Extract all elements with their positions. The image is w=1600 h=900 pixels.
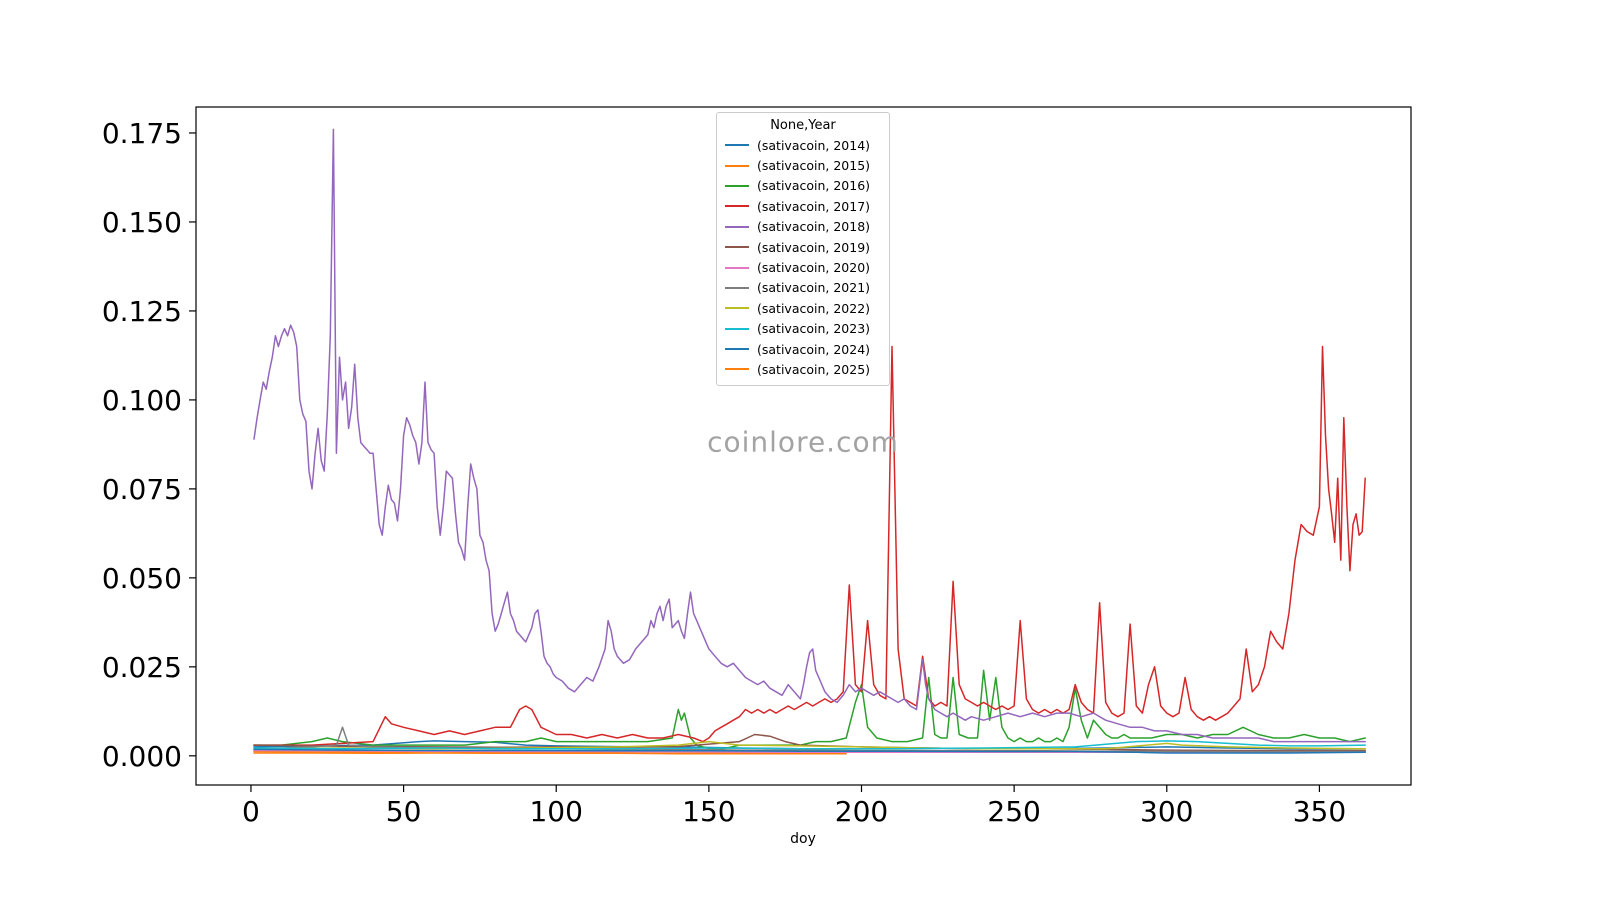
legend-label: (sativacoin, 2017) <box>757 198 871 214</box>
legend-label: (sativacoin, 2015) <box>757 158 871 174</box>
legend-item: (sativacoin, 2024) <box>725 339 881 359</box>
x-tick-label: 100 <box>529 795 582 828</box>
series-line <box>253 752 847 755</box>
legend-swatch <box>725 307 749 310</box>
series-line <box>253 726 1366 753</box>
legend-item: (sativacoin, 2017) <box>725 196 881 216</box>
x-tick-label: 200 <box>835 795 888 828</box>
legend-item: (sativacoin, 2022) <box>725 298 881 318</box>
y-tick-label: 0.175 <box>102 117 182 150</box>
y-tick-label: 0.000 <box>102 740 182 773</box>
series-line <box>253 748 1366 754</box>
legend-item: (sativacoin, 2021) <box>725 278 881 298</box>
x-tick-label: 150 <box>682 795 735 828</box>
legend-label: (sativacoin, 2018) <box>757 219 871 235</box>
legend-swatch <box>725 266 749 269</box>
legend-swatch <box>725 225 749 228</box>
x-axis-label: doy <box>790 831 816 847</box>
legend-swatch <box>725 184 749 187</box>
y-tick-label: 0.075 <box>102 473 182 506</box>
legend-item: (sativacoin, 2020) <box>725 257 881 277</box>
x-tick-label: 350 <box>1293 795 1346 828</box>
legend-label: (sativacoin, 2016) <box>757 178 871 194</box>
x-tick-label: 0 <box>242 795 260 828</box>
y-tick-label: 0.025 <box>102 651 182 684</box>
legend-swatch <box>725 205 749 208</box>
legend-label: (sativacoin, 2023) <box>757 321 871 337</box>
legend-item: (sativacoin, 2019) <box>725 237 881 257</box>
legend-items: (sativacoin, 2014) (sativacoin, 2015) (sat… <box>725 135 881 380</box>
y-tick-label: 0.125 <box>102 295 182 328</box>
legend-label: (sativacoin, 2019) <box>757 239 871 255</box>
legend-title: None,Year <box>770 118 836 133</box>
series-line <box>253 740 1366 750</box>
legend-item: (sativacoin, 2014) <box>725 135 881 155</box>
legend-label: (sativacoin, 2025) <box>757 361 871 377</box>
legend-item: (sativacoin, 2016) <box>725 176 881 196</box>
series-line <box>253 740 1366 750</box>
legend-label: (sativacoin, 2022) <box>757 300 871 316</box>
legend-label: (sativacoin, 2014) <box>757 137 871 153</box>
series-line <box>253 733 1366 752</box>
legend: None,Year (sativacoin, 2014) (sativacoin,… <box>716 112 890 386</box>
legend-label: (sativacoin, 2020) <box>757 260 871 276</box>
legend-swatch <box>725 164 749 167</box>
legend-swatch <box>725 368 749 371</box>
legend-item: (sativacoin, 2015) <box>725 155 881 175</box>
legend-item: (sativacoin, 2025) <box>725 359 881 379</box>
legend-swatch <box>725 286 749 289</box>
legend-swatch <box>725 144 749 147</box>
series-line <box>253 128 1366 743</box>
series-line <box>253 669 1366 750</box>
y-tick-label: 0.050 <box>102 562 182 595</box>
legend-label: (sativacoin, 2021) <box>757 280 871 296</box>
series-line <box>253 345 1366 746</box>
x-tick-label: 50 <box>386 795 422 828</box>
legend-swatch <box>725 348 749 351</box>
legend-swatch <box>725 246 749 249</box>
x-tick-label: 250 <box>987 795 1040 828</box>
legend-label: (sativacoin, 2024) <box>757 341 871 357</box>
y-tick-label: 0.100 <box>102 384 182 417</box>
legend-item: (sativacoin, 2018) <box>725 217 881 237</box>
legend-item: (sativacoin, 2023) <box>725 319 881 339</box>
legend-swatch <box>725 327 749 330</box>
y-tick-label: 0.150 <box>102 206 182 239</box>
x-tick-label: 300 <box>1140 795 1193 828</box>
